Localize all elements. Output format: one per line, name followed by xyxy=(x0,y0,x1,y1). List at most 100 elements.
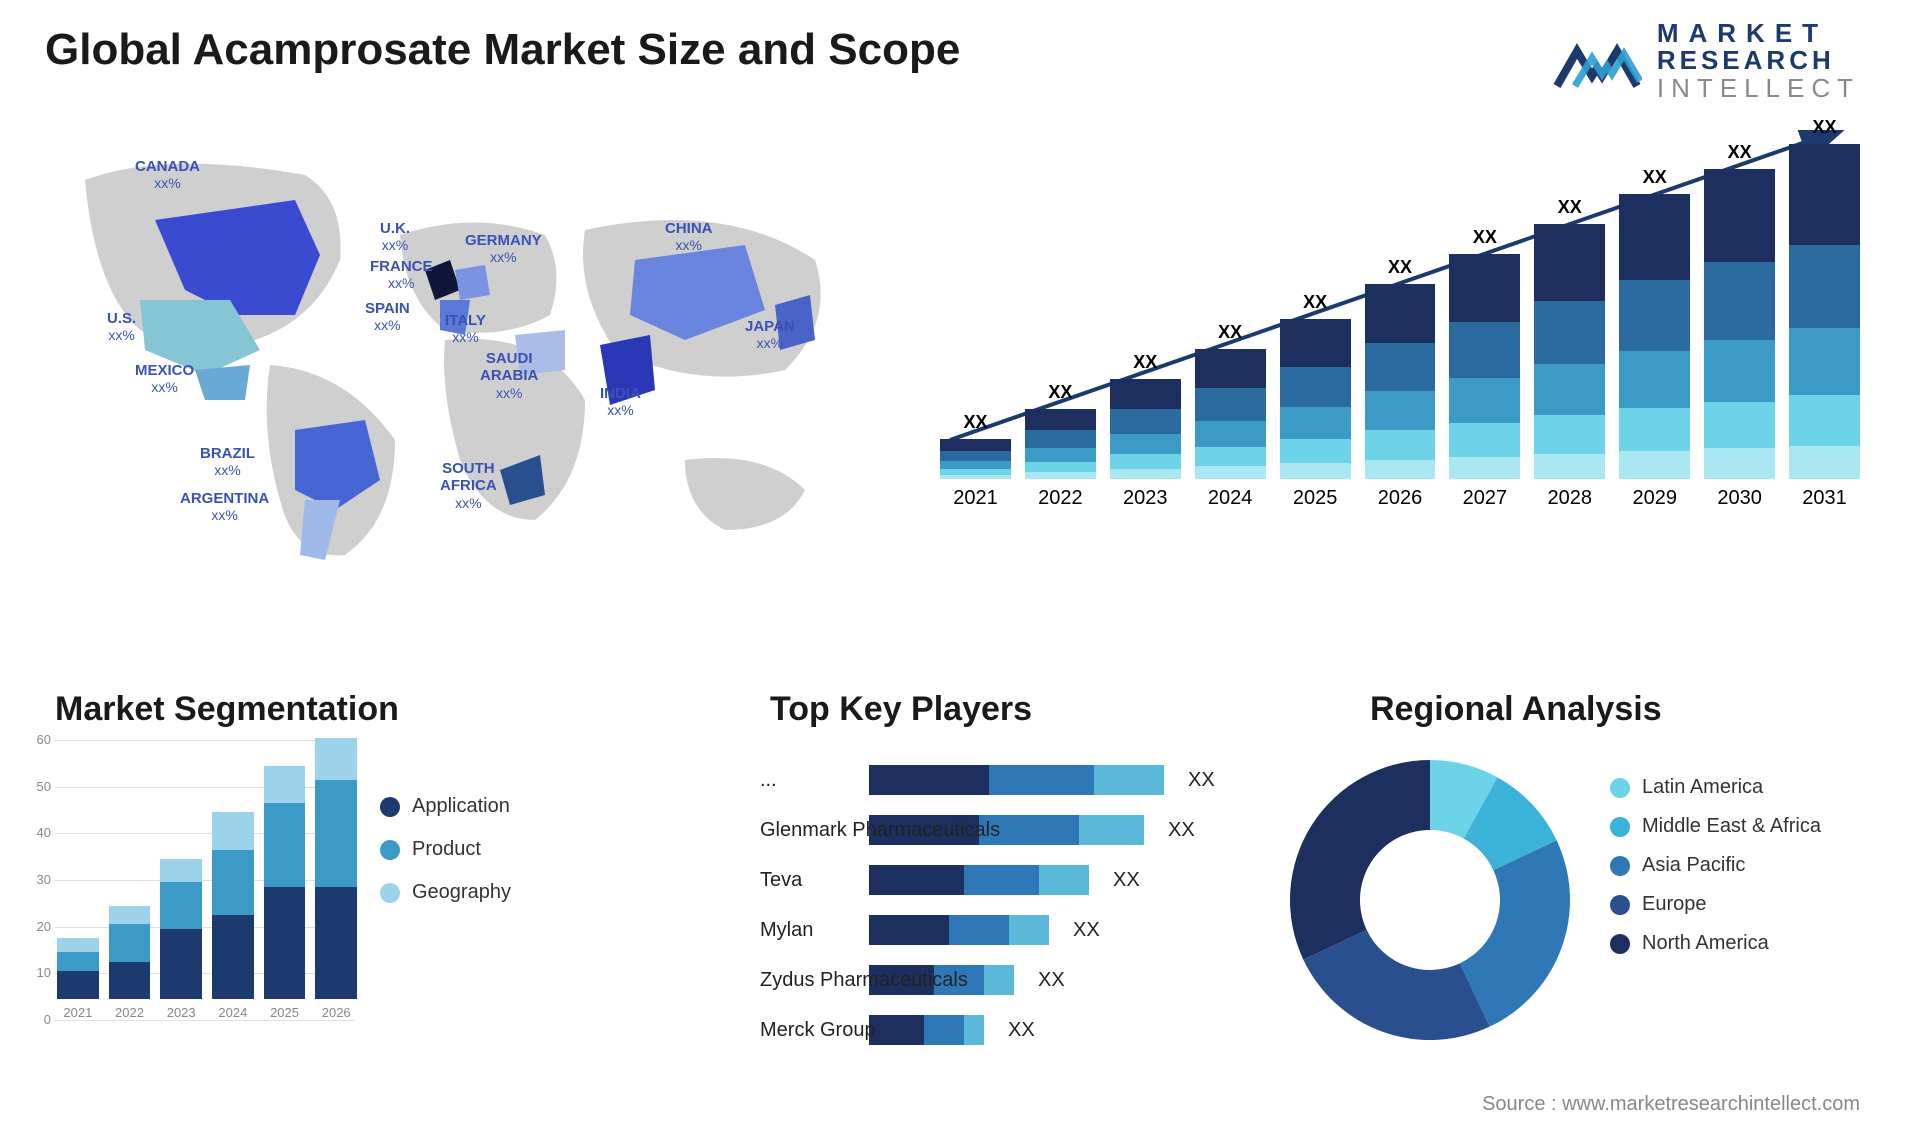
map-label-germany: GERMANYxx% xyxy=(465,232,542,267)
map-label-france: FRANCExx% xyxy=(370,258,433,293)
seg-bar-2023: 2023 xyxy=(160,859,202,1020)
logo-line-3: INTELLECT xyxy=(1657,75,1860,102)
main-bar-value: XX xyxy=(1303,292,1327,313)
segmentation-legend: Application Product Geography xyxy=(380,775,511,924)
regional-legend: Latin America Middle East & Africa Asia Pa… xyxy=(1610,760,1821,971)
tkp-name: Zydus Pharmaceuticals xyxy=(760,969,855,992)
main-bar-value: XX xyxy=(1388,257,1412,278)
map-label-china: CHINAxx% xyxy=(665,220,713,255)
logo-mark-icon xyxy=(1552,26,1642,96)
main-bar-year: 2027 xyxy=(1463,487,1508,510)
logo-text: MARKET RESEARCH INTELLECT xyxy=(1657,20,1860,102)
main-bar-value: XX xyxy=(1558,197,1582,218)
seg-year: 2025 xyxy=(270,1005,299,1020)
main-bar-year: 2026 xyxy=(1378,487,1423,510)
tkp-row: Mylan XX xyxy=(760,905,1240,955)
map-label-mexico: MEXICOxx% xyxy=(135,362,194,397)
main-bar-2029: XX2029 xyxy=(1619,167,1690,510)
legend-swatch-icon xyxy=(1610,817,1630,837)
map-label-u-s-: U.S.xx% xyxy=(107,310,136,345)
seg-year: 2022 xyxy=(115,1005,144,1020)
tkp-row: Teva XX xyxy=(760,855,1240,905)
brand-logo: MARKET RESEARCH INTELLECT xyxy=(1552,20,1860,102)
legend-label: North America xyxy=(1642,932,1769,955)
main-bar-year: 2021 xyxy=(953,487,998,510)
legend-label: Middle East & Africa xyxy=(1642,815,1821,838)
tkp-bar xyxy=(869,915,1049,945)
seg-bar-2021: 2021 xyxy=(57,938,99,1020)
regional-analysis-title: Regional Analysis xyxy=(1370,690,1662,729)
main-bar-year: 2030 xyxy=(1717,487,1762,510)
region-legend-item: Europe xyxy=(1610,893,1821,916)
legend-label: Application xyxy=(412,795,510,818)
main-bar-year: 2022 xyxy=(1038,487,1083,510)
segmentation-chart: 0102030405060 202120222023202420252026 xyxy=(25,740,365,1060)
main-bar-value: XX xyxy=(1813,117,1837,138)
map-label-italy: ITALYxx% xyxy=(445,312,486,347)
page-title: Global Acamprosate Market Size and Scope xyxy=(45,25,960,75)
tkp-bar xyxy=(869,1015,984,1045)
world-map: CANADAxx%U.S.xx%MEXICOxx%BRAZILxx%ARGENT… xyxy=(45,140,865,560)
tkp-value: XX xyxy=(1073,919,1100,942)
main-bar-2026: XX 2026 xyxy=(1365,257,1436,510)
legend-swatch-icon xyxy=(1610,895,1630,915)
seg-ytick: 60 xyxy=(25,732,51,747)
legend-label: Europe xyxy=(1642,893,1707,916)
seg-legend-item: Application xyxy=(380,795,511,818)
tkp-value: XX xyxy=(1168,819,1195,842)
seg-year: 2021 xyxy=(63,1005,92,1020)
main-bar-2024: XX 2024 xyxy=(1195,322,1266,510)
seg-bar-2024: 2024 xyxy=(212,812,254,1020)
tkp-row: Glenmark PharmaceuticalsXX xyxy=(760,805,1240,855)
seg-ytick: 30 xyxy=(25,872,51,887)
map-label-south-africa: SOUTHAFRICAxx% xyxy=(440,460,497,512)
region-legend-item: Latin America xyxy=(1610,776,1821,799)
logo-line-2: RESEARCH xyxy=(1657,47,1860,74)
seg-year: 2024 xyxy=(218,1005,247,1020)
seg-legend-item: Geography xyxy=(380,881,511,904)
legend-label: Geography xyxy=(412,881,511,904)
main-bar-value: XX xyxy=(1133,352,1157,373)
seg-ytick: 20 xyxy=(25,919,51,934)
source-attribution: Source : www.marketresearchintellect.com xyxy=(1482,1093,1860,1116)
main-bar-year: 2023 xyxy=(1123,487,1168,510)
map-label-canada: CANADAxx% xyxy=(135,158,200,193)
tkp-name: Teva xyxy=(760,869,855,892)
seg-bar-2026: 2026 xyxy=(315,738,357,1020)
tkp-bar xyxy=(869,865,1089,895)
main-bar-year: 2029 xyxy=(1632,487,1677,510)
legend-label: Latin America xyxy=(1642,776,1763,799)
legend-label: Product xyxy=(412,838,481,861)
tkp-row: Zydus Pharmaceuticals XX xyxy=(760,955,1240,1005)
logo-line-1: MARKET xyxy=(1657,20,1860,47)
legend-swatch-icon xyxy=(1610,778,1630,798)
seg-legend-item: Product xyxy=(380,838,511,861)
map-label-u-k-: U.K.xx% xyxy=(380,220,410,255)
donut-slice xyxy=(1290,760,1430,960)
legend-label: Asia Pacific xyxy=(1642,854,1745,877)
seg-bar-2022: 2022 xyxy=(109,906,151,1020)
region-legend-item: Middle East & Africa xyxy=(1610,815,1821,838)
main-bar-2023: XX 2023 xyxy=(1110,352,1181,510)
main-bar-value: XX xyxy=(1218,322,1242,343)
segmentation-title: Market Segmentation xyxy=(55,690,399,729)
legend-swatch-icon xyxy=(1610,934,1630,954)
main-bar-year: 2024 xyxy=(1208,487,1253,510)
main-bar-year: 2031 xyxy=(1802,487,1847,510)
top-key-players-title: Top Key Players xyxy=(770,690,1032,729)
main-bar-value: XX xyxy=(1728,142,1752,163)
tkp-value: XX xyxy=(1113,869,1140,892)
main-bar-2030: XX 2030 xyxy=(1704,142,1775,510)
seg-ytick: 40 xyxy=(25,825,51,840)
legend-swatch-icon xyxy=(380,883,400,903)
region-legend-item: North America xyxy=(1610,932,1821,955)
main-bar-year: 2025 xyxy=(1293,487,1338,510)
regional-donut-chart xyxy=(1280,750,1580,1050)
top-key-players-chart: ...XXGlenmark PharmaceuticalsXXTevaXXMyl… xyxy=(760,755,1240,1055)
tkp-name: ... xyxy=(760,769,855,792)
tkp-value: XX xyxy=(1038,969,1065,992)
tkp-name: Mylan xyxy=(760,919,855,942)
map-label-argentina: ARGENTINAxx% xyxy=(180,490,269,525)
seg-ytick: 0 xyxy=(25,1012,51,1027)
main-bar-2031: XX 2031 xyxy=(1789,117,1860,510)
